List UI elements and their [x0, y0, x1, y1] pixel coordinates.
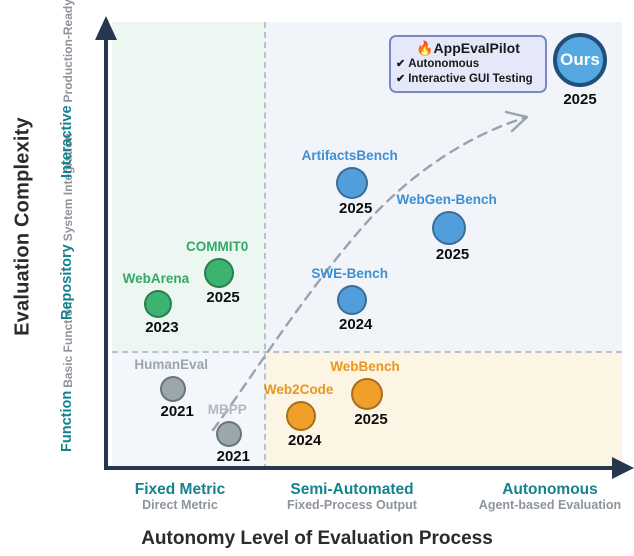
- data-point-name: WebGen-Bench: [396, 192, 497, 208]
- x-tier-semi-automated-sub: Fixed-Process Output: [287, 498, 417, 512]
- data-point-name: SWE-Bench: [311, 265, 388, 281]
- data-point-bubble[interactable]: [160, 376, 187, 403]
- y-axis-arrow-icon: [95, 16, 117, 40]
- quadrant-top-left: [112, 22, 265, 352]
- legend-item-interactive-gui-testing: ✔ Interactive GUI Testing: [396, 72, 540, 87]
- x-tier-fixed-metric-sub: Direct Metric: [142, 498, 218, 512]
- data-point-year: 2025: [339, 200, 373, 218]
- data-point-year: 2025: [435, 246, 470, 264]
- x-tier-autonomous-main: Autonomous: [502, 481, 598, 498]
- data-point-name: Web2Code: [263, 382, 334, 398]
- legend-item-interactive-gui-testing-label: Interactive GUI Testing: [408, 73, 533, 85]
- x-axis-title: Autonomy Level of Evaluation Process: [141, 528, 493, 549]
- legend-item-autonomous: ✔ Autonomous: [396, 57, 540, 72]
- data-point-bubble[interactable]: [216, 421, 243, 448]
- data-point-bubble[interactable]: [143, 290, 172, 319]
- data-point-year: 2024: [288, 432, 322, 450]
- data-point-name: COMMIT0: [185, 238, 249, 254]
- ours-bubble[interactable]: Ours: [553, 33, 607, 87]
- data-point-year: 2024: [339, 315, 373, 333]
- y-axis-title: Evaluation Complexity: [11, 117, 34, 336]
- quadrant-divider-horizontal: [112, 351, 622, 353]
- ours-year-label: 2025: [563, 91, 597, 108]
- y-tier-interactive-sub: Production-Ready: [60, 0, 75, 103]
- x-tier-semi-automated: Semi-Automated Fixed-Process Output: [242, 481, 462, 513]
- check-icon: ✔: [396, 58, 406, 70]
- data-point-bubble[interactable]: [431, 211, 466, 246]
- legend-title: 🔥AppEvalPilot: [416, 40, 520, 56]
- data-point-year: 2021: [160, 403, 194, 421]
- y-axis-line: [104, 38, 108, 470]
- legend-box: 🔥AppEvalPilot ✔ Autonomous ✔ Interactive…: [389, 35, 547, 93]
- x-axis-arrow-icon: [612, 457, 634, 479]
- data-point-name: WebArena: [122, 271, 190, 287]
- y-tier-function: Function Basic Function: [59, 302, 75, 452]
- data-point-name: MBPP: [207, 402, 247, 418]
- data-point-year: 2025: [354, 410, 388, 428]
- data-point-bubble[interactable]: [351, 377, 383, 410]
- x-tier-fixed-metric-main: Fixed Metric: [134, 481, 226, 498]
- data-point-bubble[interactable]: [204, 257, 235, 288]
- data-point-year: 2025: [206, 288, 240, 306]
- check-icon: ✔: [396, 73, 406, 85]
- data-point-year: 2023: [145, 319, 179, 337]
- x-tier-autonomous-sub: Agent-based Evaluation: [478, 498, 622, 512]
- quadrant-bottom-right: [265, 352, 622, 470]
- y-tier-interactive: Interactive Production-Ready: [59, 0, 75, 178]
- data-point-year: 2021: [216, 448, 250, 466]
- data-point-bubble[interactable]: [285, 401, 316, 432]
- x-tier-autonomous: Autonomous Agent-based Evaluation: [440, 481, 634, 513]
- y-tier-interactive-main: Interactive: [59, 105, 75, 178]
- data-point-name: WebBench: [330, 358, 400, 374]
- quadrant-divider-vertical: [264, 22, 266, 470]
- y-tier-repository-main: Repository: [59, 244, 75, 320]
- data-point-bubble[interactable]: [336, 284, 367, 315]
- y-tier-function-main: Function: [59, 390, 75, 452]
- legend-item-autonomous-label: Autonomous: [408, 58, 480, 70]
- x-axis-line: [104, 466, 616, 470]
- data-point-name: HumanEval: [134, 357, 208, 373]
- data-point-name: ArtifactsBench: [301, 148, 398, 164]
- x-tier-semi-automated-main: Semi-Automated: [290, 481, 414, 498]
- x-tier-fixed-metric: Fixed Metric Direct Metric: [70, 481, 290, 513]
- data-point-bubble[interactable]: [335, 167, 368, 200]
